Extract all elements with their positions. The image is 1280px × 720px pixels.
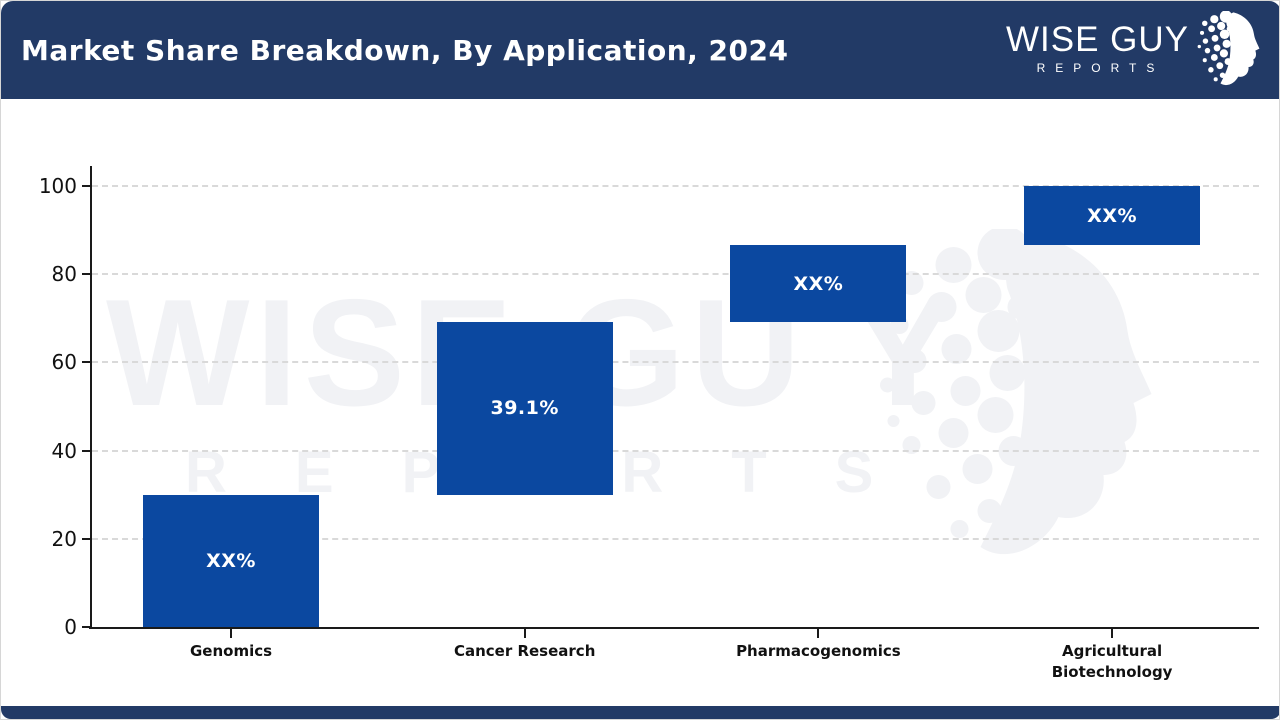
bar-value-label: XX% bbox=[206, 549, 256, 572]
footer-bar bbox=[1, 706, 1279, 719]
bar-value-label: XX% bbox=[793, 272, 844, 295]
y-axis-tick bbox=[82, 273, 90, 276]
y-axis-tick-label: 100 bbox=[38, 174, 77, 198]
gridline-60 bbox=[92, 361, 1259, 364]
x-axis-tick bbox=[523, 629, 526, 638]
bar-cancer-research: 39.1% bbox=[436, 322, 613, 495]
page-title: Market Share Breakdown, By Application, … bbox=[21, 33, 789, 67]
y-axis-tick bbox=[82, 185, 90, 187]
gridline-80 bbox=[92, 273, 1259, 276]
bar-value-label: XX% bbox=[1087, 204, 1138, 227]
gridline-40 bbox=[92, 449, 1259, 452]
x-axis-category-label: Cancer Research bbox=[453, 642, 596, 660]
y-axis-tick bbox=[82, 537, 90, 540]
bar-agricultural-biotechnology: XX% bbox=[1024, 186, 1201, 246]
brand-name: WISE GUY bbox=[1005, 20, 1189, 59]
y-axis-tick-label: 80 bbox=[51, 262, 77, 287]
x-axis-tick bbox=[230, 629, 232, 638]
y-axis-tick-label: 20 bbox=[51, 526, 77, 551]
y-axis-tick bbox=[82, 626, 90, 628]
brand-subname: REPORTS bbox=[1036, 61, 1165, 75]
bar-pharmacogenomics: XX% bbox=[730, 245, 907, 323]
y-axis-line bbox=[90, 166, 92, 629]
watermark-dotted-head-icon bbox=[880, 229, 1152, 555]
dotted-head-icon bbox=[1197, 11, 1260, 86]
brand-logo: WISE GUY REPORTS bbox=[1006, 7, 1267, 95]
y-axis-tick-label: 0 bbox=[64, 615, 77, 639]
x-axis-line bbox=[89, 627, 1259, 629]
y-axis-tick-label: 60 bbox=[51, 350, 77, 375]
bar-genomics: XX% bbox=[143, 494, 319, 627]
gridline-20 bbox=[92, 537, 1259, 540]
y-axis-tick bbox=[82, 449, 90, 452]
gridline-100 bbox=[92, 185, 1259, 187]
x-axis-category-label: Genomics bbox=[189, 642, 273, 660]
y-axis-tick-label: 40 bbox=[51, 438, 77, 463]
brand-wordmark: WISE GUY REPORTS bbox=[1005, 20, 1189, 76]
x-axis-tick bbox=[817, 629, 820, 638]
y-axis-tick bbox=[82, 361, 90, 364]
header-bar: Market Share Breakdown, By Application, … bbox=[1, 1, 1279, 99]
x-axis-tick bbox=[1111, 629, 1114, 638]
x-axis-category-label: Pharmacogenomics bbox=[736, 642, 901, 660]
x-axis-category-label: Agricultural Biotechnology bbox=[1051, 642, 1173, 681]
bar-value-label: 39.1% bbox=[490, 397, 559, 420]
